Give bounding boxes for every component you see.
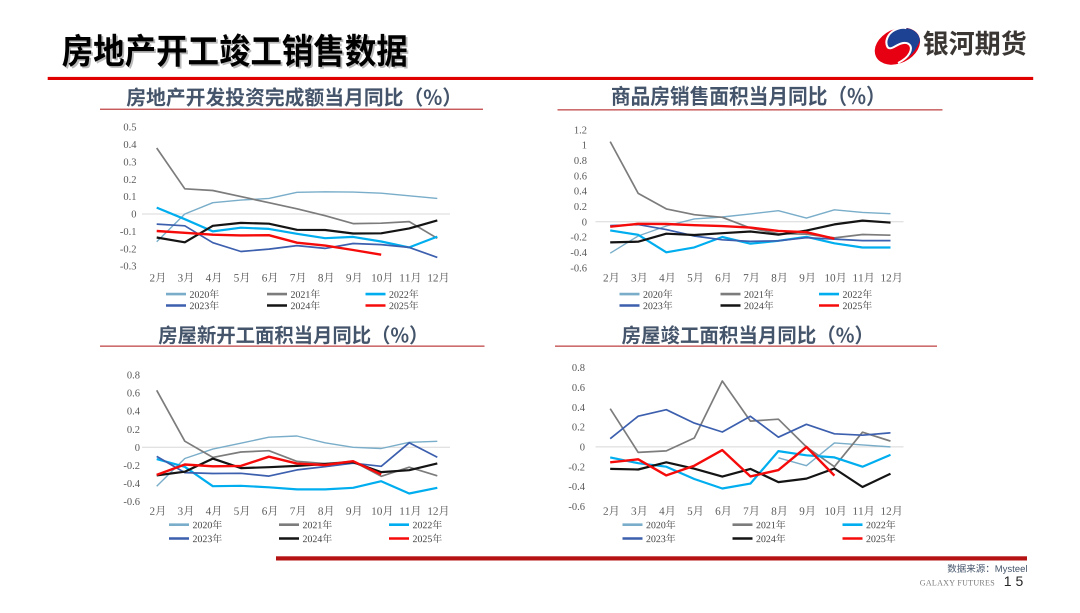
svg-text:GALAXY FUTURES: GALAXY FUTURES [920,578,995,587]
svg-text:-0.4: -0.4 [570,248,587,259]
svg-text:-0.4: -0.4 [123,479,140,490]
svg-text:0: 0 [131,210,136,221]
svg-text:0.6: 0.6 [574,171,587,182]
svg-text:0.8: 0.8 [572,363,585,374]
svg-text:0.4: 0.4 [123,140,137,151]
svg-text:1: 1 [582,141,587,152]
svg-text:0.4: 0.4 [574,187,588,198]
svg-text:0.2: 0.2 [123,175,136,186]
svg-text:0.2: 0.2 [572,423,585,434]
svg-text:15: 15 [1004,573,1028,589]
svg-text:0.6: 0.6 [127,389,140,400]
svg-text:0: 0 [135,443,140,454]
svg-text:-0.1: -0.1 [120,227,137,238]
svg-text:-0.4: -0.4 [568,482,585,493]
svg-text:-0.2: -0.2 [120,244,137,255]
svg-text:0.3: 0.3 [123,157,136,168]
svg-text:-0.2: -0.2 [568,462,585,473]
svg-text:0.8: 0.8 [574,156,587,167]
svg-text:0.1: 0.1 [123,192,136,203]
svg-text:0.8: 0.8 [127,371,140,382]
svg-text:1.2: 1.2 [574,125,587,136]
svg-text:-0.2: -0.2 [123,461,140,472]
svg-text:0: 0 [580,443,585,454]
svg-text:0.2: 0.2 [574,202,587,213]
svg-text:0.4: 0.4 [572,403,586,414]
svg-text:-0.2: -0.2 [570,233,587,244]
svg-text:-0.6: -0.6 [570,263,587,274]
svg-text:0.6: 0.6 [572,383,585,394]
svg-text:-0.3: -0.3 [120,262,137,273]
svg-text:0.2: 0.2 [127,425,140,436]
svg-text:-0.6: -0.6 [123,497,140,508]
svg-text:0: 0 [582,217,587,228]
svg-text:-0.6: -0.6 [568,502,585,513]
svg-text:0.4: 0.4 [127,407,141,418]
svg-text:0.5: 0.5 [123,123,136,134]
